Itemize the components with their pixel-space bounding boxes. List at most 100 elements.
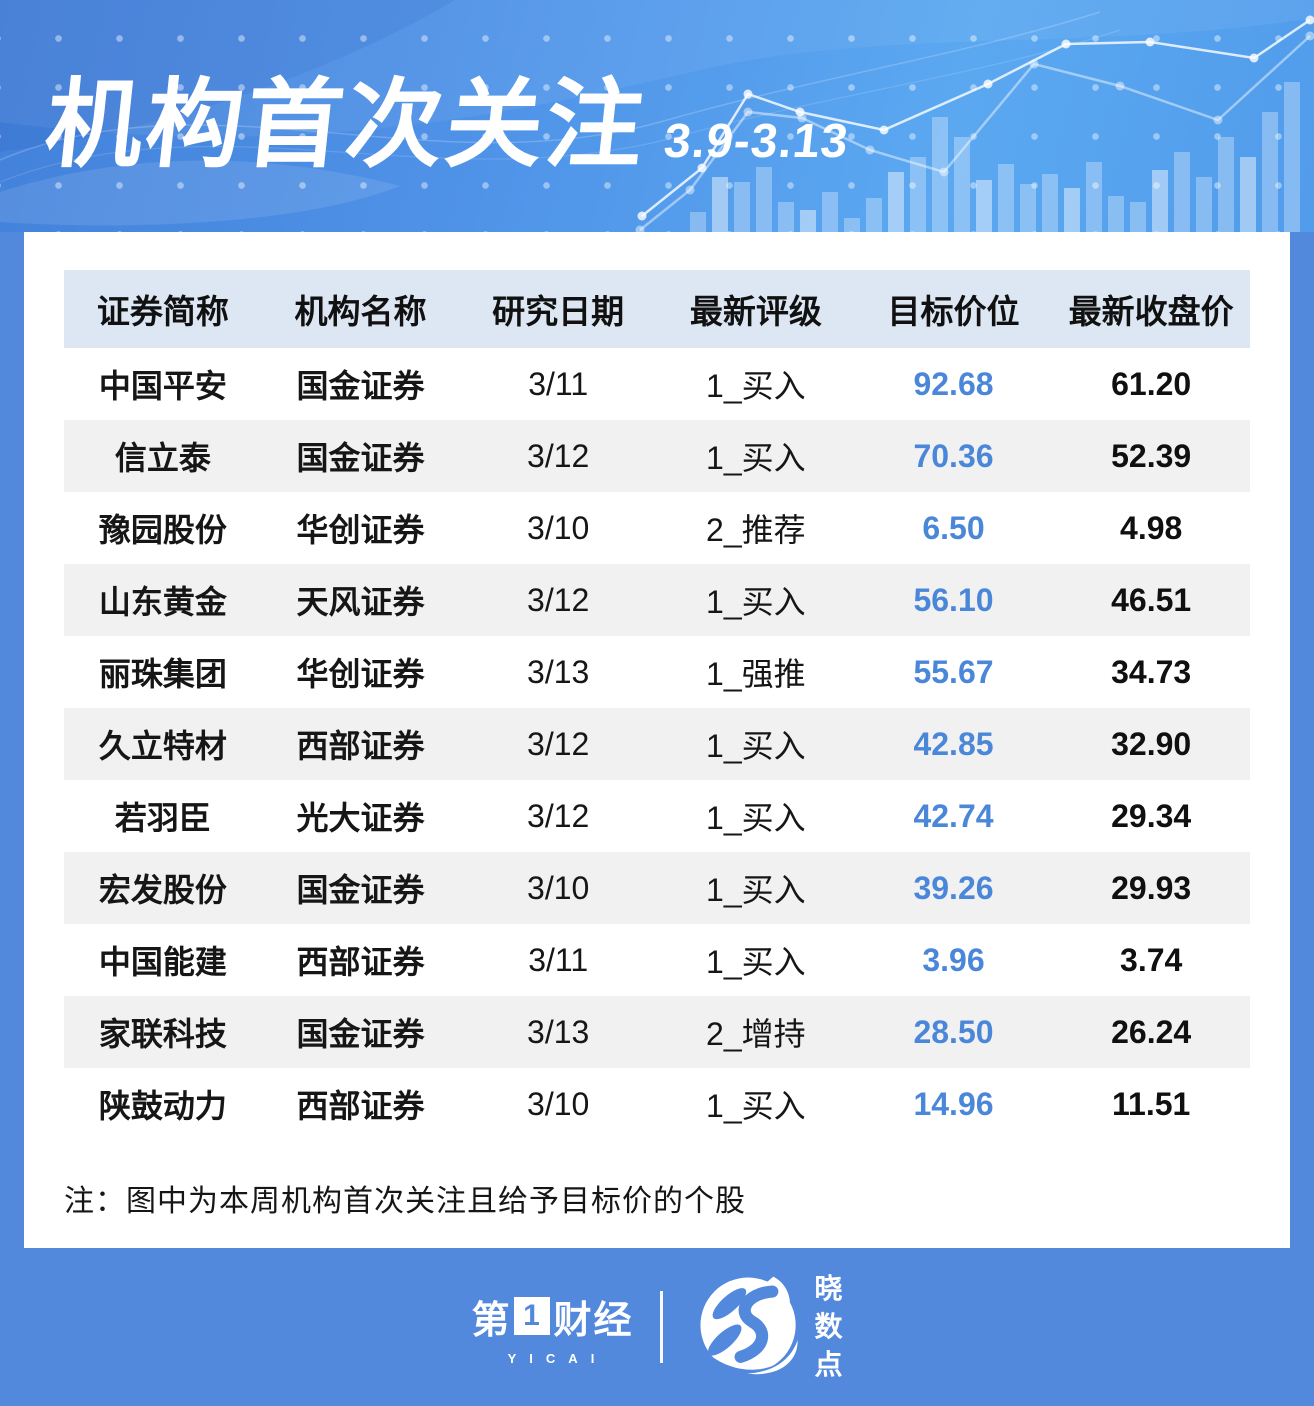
cell-target-price: 39.26	[913, 869, 994, 906]
yicai-char-post: 财经	[553, 1299, 634, 1342]
cell-stock: 中国能建	[98, 944, 227, 980]
cell-stock: 宏发股份	[98, 872, 227, 908]
date-range-label: 3.9-3.13	[661, 114, 852, 168]
yicai-wordmark: 第 1 财经	[471, 1289, 633, 1344]
cell-rating: 2_增持	[706, 1016, 806, 1052]
table-row: 丽珠集团 华创证券 3/13 1_强推 55.67 34.73	[64, 636, 1250, 708]
cell-date: 3/13	[527, 653, 590, 690]
table-row: 宏发股份 国金证券 3/10 1_买入 39.26 29.93	[64, 852, 1250, 924]
cell-institution: 国金证券	[296, 1016, 425, 1052]
cell-target-price: 28.50	[913, 1013, 994, 1050]
cell-close-price: 61.20	[1111, 365, 1192, 402]
cell-close-price: 11.51	[1112, 1085, 1191, 1122]
cell-target-price: 3.96	[922, 941, 985, 978]
cell-date: 3/10	[527, 1085, 590, 1122]
cell-rating: 1_买入	[706, 800, 806, 836]
cell-institution: 华创证券	[296, 656, 425, 692]
header-decoration-chart	[0, 0, 1314, 232]
cell-rating: 1_买入	[706, 872, 806, 908]
cell-institution: 华创证券	[296, 512, 425, 548]
cell-close-price: 46.51	[1111, 581, 1192, 618]
data-card: 证券简称 机构名称 研究日期 最新评级 目标价位 最新收盘价 中国平安 国金证券 3…	[24, 232, 1290, 1248]
xiaoshudian-logo-icon	[699, 1276, 798, 1376]
cell-date: 3/11	[528, 365, 589, 402]
yicai-one: 1	[523, 1299, 542, 1332]
cell-institution: 光大证券	[296, 800, 425, 836]
xiaoshudian-vertical-text: 晓 数 点	[815, 1270, 843, 1384]
yicai-logo: 第 1 财经 YICAI	[471, 1289, 633, 1366]
cell-close-price: 52.39	[1111, 437, 1192, 474]
cell-institution: 西部证券	[296, 728, 425, 764]
footnote: 注：图中为本周机构首次关注且给予目标价的个股	[64, 1185, 746, 1218]
table-row: 家联科技 国金证券 3/13 2_增持 28.50 26.24	[64, 996, 1250, 1068]
cell-institution: 国金证券	[296, 440, 425, 476]
yicai-latin: YICAI	[507, 1350, 608, 1366]
yicai-char-pre: 第	[471, 1299, 512, 1342]
cell-stock: 丽珠集团	[98, 656, 227, 692]
cell-close-price: 29.34	[1111, 797, 1192, 834]
table-row: 中国能建 西部证券 3/11 1_买入 3.96 3.74	[64, 924, 1250, 996]
cell-close-price: 4.98	[1120, 509, 1183, 546]
table-row: 豫园股份 华创证券 3/10 2_推荐 6.50 4.98	[64, 492, 1250, 564]
table-row: 若羽臣 光大证券 3/12 1_买入 42.74 29.34	[64, 780, 1250, 852]
cell-date: 3/12	[527, 437, 590, 474]
title-block: 机构首次关注 3.9-3.13	[40, 70, 855, 179]
cell-rating: 1_买入	[706, 368, 806, 404]
cell-date: 3/12	[527, 725, 590, 762]
cell-target-price: 42.85	[913, 725, 994, 762]
yicai-one-box: 1	[514, 1297, 551, 1335]
xsd-char-2: 数	[814, 1311, 843, 1342]
cell-target-price: 92.68	[913, 365, 994, 402]
cell-rating: 2_推荐	[706, 512, 806, 548]
cell-stock: 中国平安	[98, 368, 227, 404]
footer-divider	[659, 1291, 663, 1363]
cell-rating: 1_买入	[706, 1088, 806, 1124]
header-banner: 机构首次关注 3.9-3.13	[0, 0, 1314, 232]
cell-rating: 1_买入	[706, 440, 806, 476]
cell-rating: 1_买入	[706, 728, 806, 764]
column-header-institution: 机构名称	[294, 293, 427, 330]
table-row: 中国平安 国金证券 3/11 1_买入 92.68 61.20	[64, 348, 1250, 420]
cell-rating: 1_买入	[706, 944, 806, 980]
cell-target-price: 6.50	[922, 509, 985, 546]
xsd-char-1: 晓	[814, 1273, 843, 1304]
cell-target-price: 56.10	[913, 581, 994, 618]
cell-stock: 信立泰	[114, 440, 211, 476]
column-header-rating: 最新评级	[689, 293, 822, 330]
cell-institution: 西部证券	[296, 1088, 425, 1124]
cell-date: 3/10	[527, 869, 590, 906]
table-row: 山东黄金 天风证券 3/12 1_买入 56.10 46.51	[64, 564, 1250, 636]
cell-close-price: 26.24	[1111, 1013, 1192, 1050]
cell-target-price: 55.67	[913, 653, 994, 690]
cell-rating: 1_强推	[706, 656, 806, 692]
table-row: 信立泰 国金证券 3/12 1_买入 70.36 52.39	[64, 420, 1250, 492]
footer-bar: 第 1 财经 YICAI 晓 数 点	[0, 1248, 1314, 1406]
column-header-target: 目标价位	[887, 293, 1020, 330]
column-header-close: 最新收盘价	[1068, 293, 1234, 330]
cell-target-price: 70.36	[913, 437, 994, 474]
xsd-char-3: 点	[814, 1349, 843, 1380]
cell-stock: 若羽臣	[114, 800, 211, 836]
cell-target-price: 42.74	[913, 797, 994, 834]
cell-institution: 天风证券	[296, 584, 425, 620]
cell-close-price: 29.93	[1111, 869, 1192, 906]
cell-date: 3/10	[527, 509, 590, 546]
cell-date: 3/12	[527, 797, 590, 834]
cell-rating: 1_买入	[706, 584, 806, 620]
cell-stock: 家联科技	[98, 1016, 227, 1052]
cell-date: 3/13	[527, 1013, 590, 1050]
cell-close-price: 32.90	[1111, 725, 1192, 762]
cell-close-price: 34.73	[1111, 653, 1192, 690]
cell-date: 3/11	[528, 941, 589, 978]
cell-stock: 山东黄金	[98, 584, 227, 620]
page-title: 机构首次关注	[40, 70, 652, 179]
cell-target-price: 14.96	[913, 1085, 994, 1122]
column-header-stock: 证券简称	[96, 293, 229, 330]
table-row: 久立特材 西部证券 3/12 1_买入 42.85 32.90	[64, 708, 1250, 780]
cell-institution: 国金证券	[296, 368, 425, 404]
cell-stock: 久立特材	[98, 728, 227, 764]
table-header-row: 证券简称 机构名称 研究日期 最新评级 目标价位 最新收盘价	[64, 270, 1250, 348]
cell-institution: 国金证券	[296, 872, 425, 908]
table-body: 中国平安 国金证券 3/11 1_买入 92.68 61.20 信立泰 国金证券 3/12 1_买…	[64, 348, 1250, 1140]
